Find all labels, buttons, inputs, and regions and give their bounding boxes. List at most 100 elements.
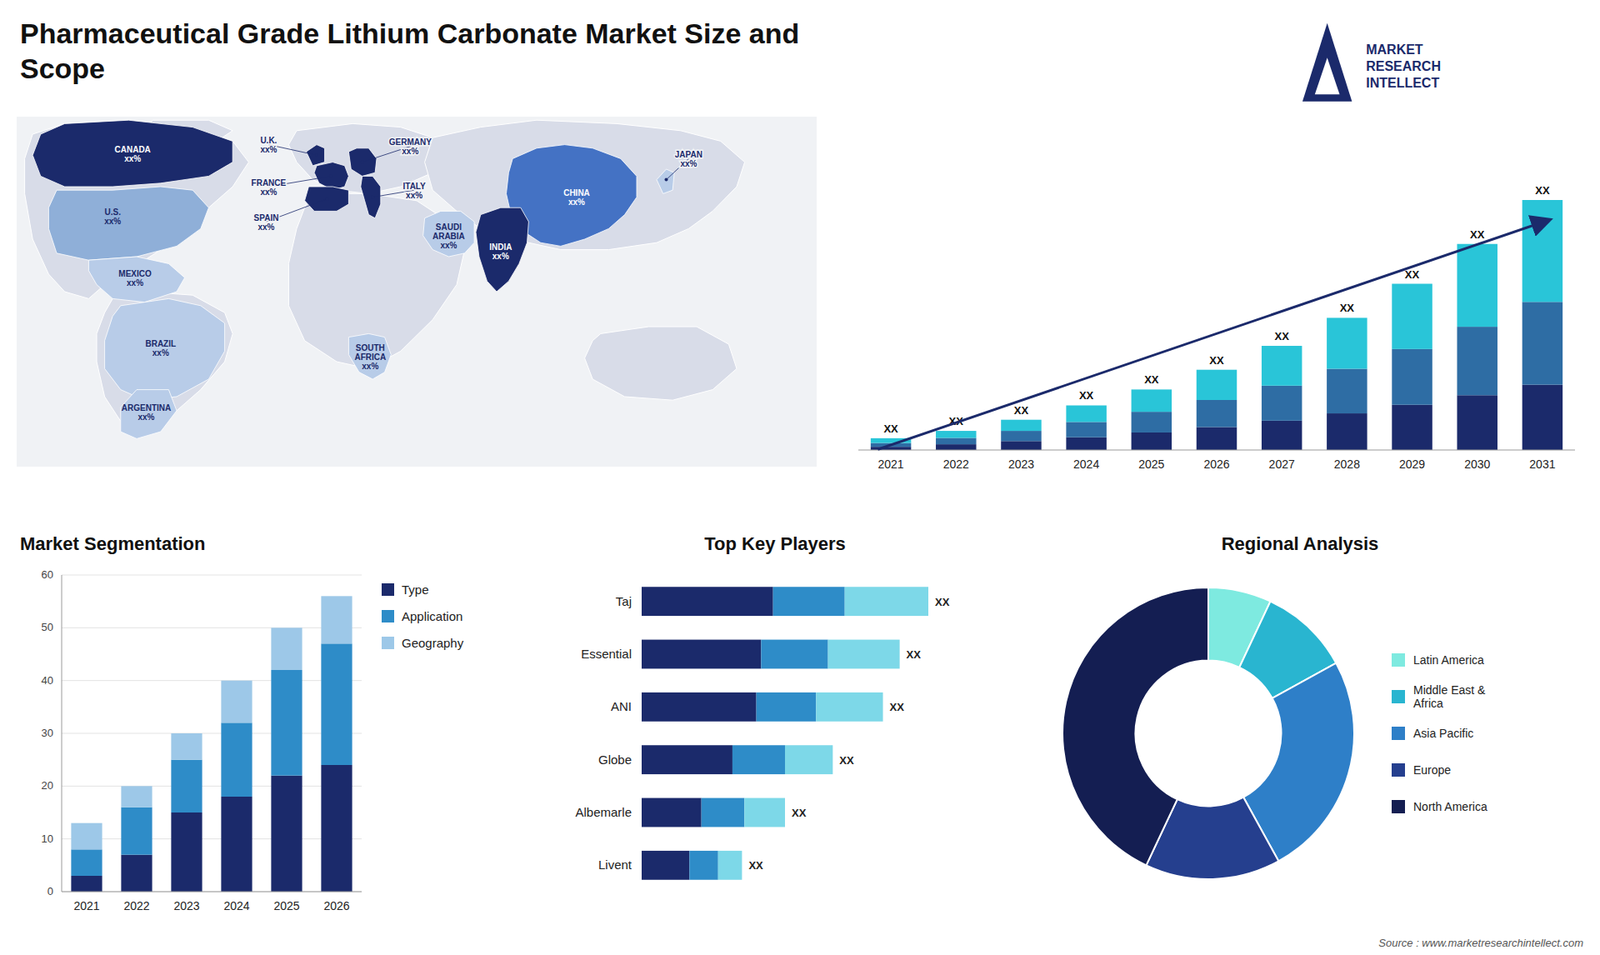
legend-label: Latin America — [1413, 653, 1485, 667]
bar-segment — [845, 586, 929, 616]
bars — [641, 586, 929, 880]
bar-segment — [732, 745, 785, 775]
legend-swatch — [1391, 763, 1405, 777]
bar-segment — [756, 692, 817, 722]
donut-slice — [1062, 587, 1209, 865]
axis-line — [61, 575, 63, 892]
text-line: Scope — [20, 52, 105, 85]
bar-segment — [1131, 389, 1172, 412]
text-line: ARGENTINA — [121, 403, 171, 413]
text-line: JAPAN — [675, 149, 703, 159]
country-label: U.S.xx% — [104, 207, 121, 226]
bar-segment — [760, 640, 828, 670]
country-label: SAUDIARABIAxx% — [432, 221, 465, 250]
text-line: CHINA — [563, 188, 590, 198]
text-line: ITALY — [403, 180, 427, 190]
text-line: RESEARCH — [1365, 59, 1441, 74]
text-line: xx% — [258, 221, 275, 231]
bar-segment — [1261, 420, 1302, 450]
bar-segment — [718, 850, 743, 880]
chart-title: Market Segmentation — [20, 533, 206, 555]
data-label: XX — [890, 700, 905, 714]
text-line: CANADA — [115, 144, 151, 154]
text-line: xx% — [124, 153, 141, 163]
leader-dot — [665, 178, 669, 182]
country-label: FRANCExx% — [251, 177, 287, 196]
text-line: FRANCE — [251, 177, 287, 187]
tick-label: 60 — [41, 568, 54, 581]
country-label: SOUTHAFRICAxx% — [354, 342, 386, 370]
bar-segment — [1456, 326, 1497, 395]
bar-segment — [828, 640, 900, 670]
bar-segment — [1456, 395, 1497, 450]
legend-label: Geography — [401, 635, 465, 650]
legend-swatch — [381, 583, 395, 596]
data-label: XX — [1340, 301, 1355, 315]
bar-segment — [220, 722, 252, 797]
bar-segment — [1391, 284, 1432, 350]
text-line: SOUTH — [355, 342, 385, 352]
bar-segment — [1000, 440, 1041, 450]
leader-dot — [370, 195, 375, 200]
land — [25, 120, 250, 299]
tick-label: 50 — [41, 620, 54, 634]
text-line: xx% — [104, 216, 121, 226]
text-line: Europe — [1413, 763, 1451, 777]
bar-segment — [785, 745, 833, 775]
bar-segment — [70, 849, 102, 876]
text-line: North America — [1413, 800, 1488, 814]
category-label: 2023 — [1008, 457, 1035, 471]
chart-title: Top Key Players — [704, 533, 846, 555]
land — [96, 291, 233, 429]
bar-segment — [641, 586, 774, 616]
country — [120, 390, 177, 440]
bar-segment — [1065, 421, 1106, 437]
bar-segment — [170, 812, 202, 892]
legend-label: Asia Pacific — [1413, 726, 1474, 740]
text-line: U.K. — [260, 135, 277, 145]
legend-label: Type — [401, 582, 430, 597]
bar-segment — [70, 823, 102, 850]
data-label: XX — [906, 648, 922, 661]
legend-swatch — [1391, 726, 1405, 740]
bars — [70, 595, 352, 892]
country-label: SPAINxx% — [254, 212, 280, 231]
bar-segment — [220, 796, 252, 892]
text-line: INDIA — [489, 242, 512, 252]
bar-segment — [1196, 400, 1237, 427]
legend-swatch — [381, 636, 395, 650]
category-label: 2024 — [223, 899, 250, 913]
data-label: XX — [1144, 373, 1160, 386]
category-label: 2026 — [323, 899, 350, 913]
text-line: MARKET — [1365, 42, 1424, 57]
data-label: XX — [1079, 389, 1095, 402]
bar-segment — [1261, 385, 1302, 421]
category-label: 2022 — [943, 457, 970, 471]
bar-segment — [1000, 420, 1041, 431]
bar-segment — [744, 798, 785, 828]
bar-segment — [270, 627, 302, 670]
data-label: XX — [1014, 404, 1030, 417]
category-label: Livent — [598, 857, 633, 872]
legend-swatch — [1391, 653, 1405, 667]
tick-label: 20 — [41, 779, 54, 792]
text-line: MEXICO — [118, 268, 152, 278]
grid-line — [61, 575, 362, 576]
grid-line — [61, 891, 362, 893]
bar-segment — [689, 850, 718, 880]
tick-label: 0 — [47, 885, 54, 898]
bar-segment — [120, 855, 152, 892]
country — [48, 186, 209, 260]
country-label: ARGENTINAxx% — [121, 403, 171, 422]
category-label: 2022 — [123, 899, 150, 913]
legend-label: Europe — [1413, 763, 1451, 777]
leader-dot — [329, 174, 333, 178]
text-line: xx% — [152, 347, 170, 357]
category-label: 2031 — [1529, 457, 1555, 471]
donut-chart: Regional AnalysisLatin AmericaMiddle Eas… — [1062, 533, 1488, 880]
bar-segment — [1326, 413, 1367, 450]
bar-segment — [320, 643, 352, 765]
bar-segment — [641, 745, 733, 775]
text-line: xx% — [680, 158, 697, 168]
bar-segment — [641, 850, 690, 880]
